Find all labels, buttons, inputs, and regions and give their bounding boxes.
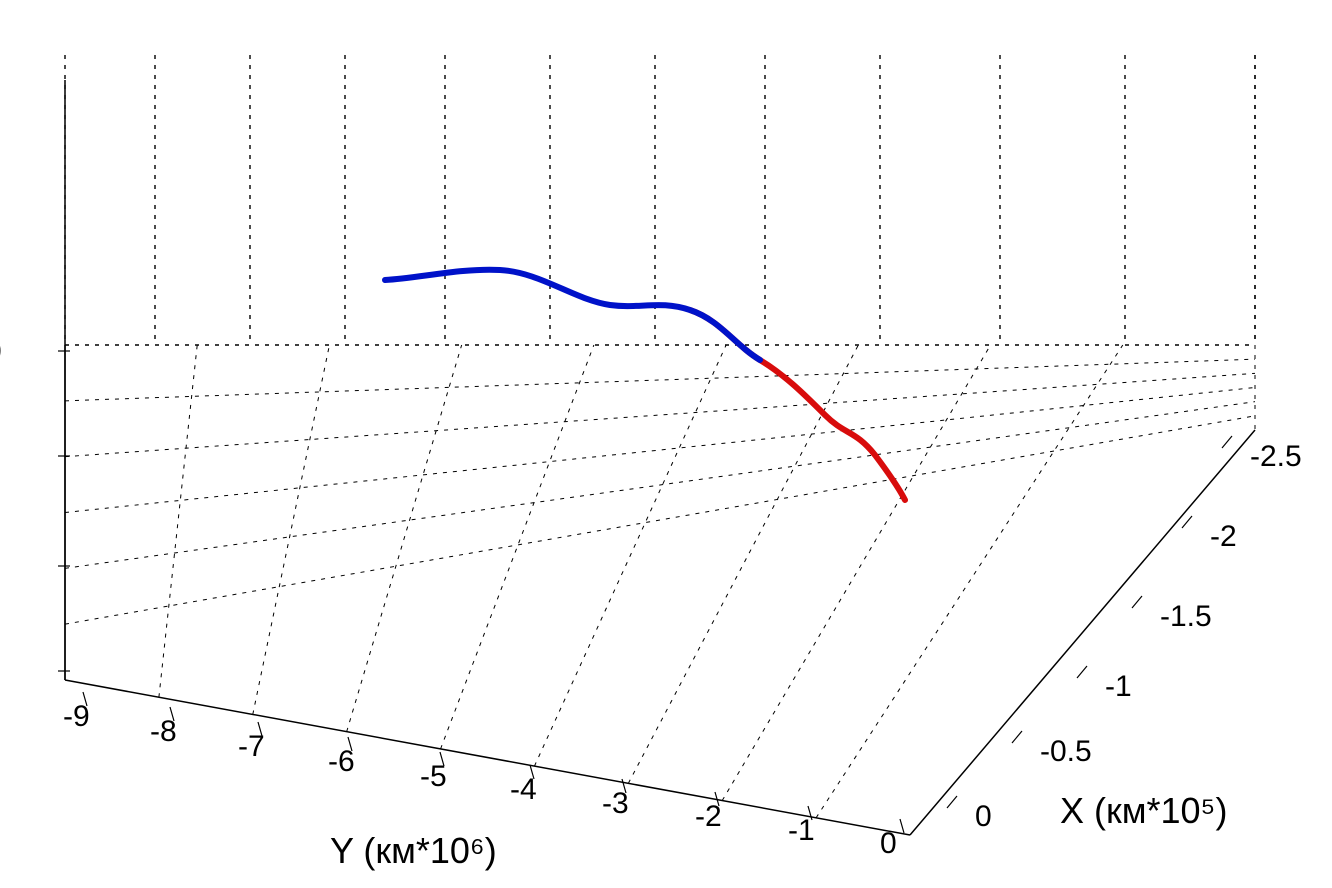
y-axis-label: Y (км*10⁶) — [330, 830, 497, 872]
tick-label: -1 — [788, 814, 815, 848]
tick-label: -0.5 — [1040, 735, 1092, 769]
tick-label: 0 — [0, 335, 2, 369]
tick-label: -6 — [328, 745, 355, 779]
tick-label: -7 — [238, 730, 265, 764]
tick-label: 0 — [880, 827, 897, 861]
x-axis-label: X (км*10⁵) — [1060, 790, 1227, 832]
trajectory-blue — [385, 270, 760, 360]
tick-label: -2 — [695, 800, 722, 834]
tick-label: -1.5 — [1160, 600, 1212, 634]
z-axis-tick-marks — [58, 351, 70, 671]
tick-label: 0 — [975, 800, 992, 834]
chart-svg — [0, 0, 1332, 888]
tick-label: -8 — [150, 715, 177, 749]
tick-label: -2 — [1210, 520, 1237, 554]
tick-label: -3 — [602, 787, 629, 821]
tick-label: -9 — [63, 700, 90, 734]
tick-label: -2.5 — [1250, 440, 1302, 474]
tick-label: -1 — [1105, 670, 1132, 704]
3d-trajectory-chart: Y (км*10⁶) X (км*10⁵) 0 -1 -2 -3 -9 -8 -7 -6 -5… — [0, 0, 1332, 888]
trajectory-red — [690, 310, 905, 500]
back-wall-grid — [65, 55, 1255, 345]
tick-label: -4 — [510, 773, 537, 807]
tick-label: -5 — [420, 760, 447, 794]
